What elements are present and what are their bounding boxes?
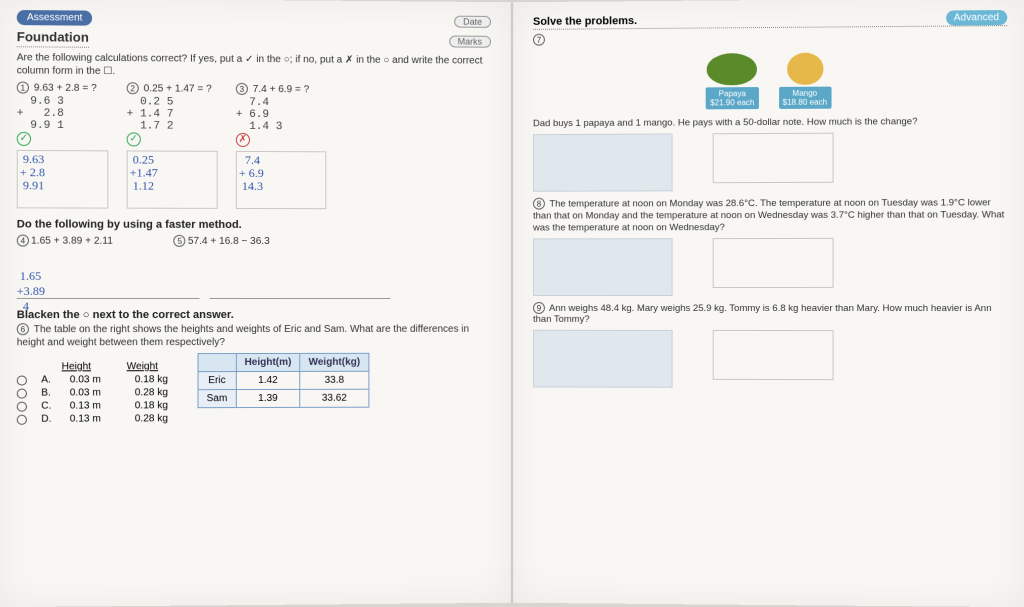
eric-h: 1.42 bbox=[236, 371, 300, 389]
hw-table: Height(m)Weight(kg) Eric1.4233.8 Sam1.39… bbox=[198, 353, 370, 408]
col-weight: Weight bbox=[127, 361, 178, 372]
qnum-3: 3 bbox=[236, 83, 248, 95]
q6-text: The table on the right shows the heights… bbox=[17, 324, 469, 348]
radio-b[interactable] bbox=[17, 388, 27, 398]
q1-text: 9.63 + 2.8 = ? bbox=[34, 83, 97, 94]
opt-c-w: 0.18 kg bbox=[135, 400, 168, 411]
q2-mark[interactable]: ✓ bbox=[127, 132, 141, 146]
problem-2: 2 0.25 + 1.47 = ? 0.2 5 + 1.4 7 1.7 2 ✓ … bbox=[127, 82, 218, 209]
opt-d-w: 0.28 kg bbox=[135, 413, 168, 424]
sam-h: 1.39 bbox=[236, 389, 300, 407]
q4-workline[interactable]: 1.65 +3.89 4 bbox=[17, 249, 200, 299]
q3-mark[interactable]: ✗ bbox=[236, 133, 250, 147]
q3-sum: 7.4 + 6.9 1.4 3 bbox=[236, 97, 326, 133]
mango-icon bbox=[787, 53, 823, 85]
q2-sum: 0.2 5 + 1.4 7 1.7 2 bbox=[127, 96, 218, 133]
opt-a-h: 0.03 m bbox=[70, 374, 121, 385]
q4-text: 1.65 + 3.89 + 2.11 bbox=[31, 236, 113, 247]
solve-title: Solve the problems. bbox=[533, 15, 637, 28]
left-header: Assessment Date bbox=[17, 10, 491, 29]
opt-a-w: 0.18 kg bbox=[135, 374, 168, 385]
qnum-5: 5 bbox=[174, 235, 186, 247]
opt-b-h: 0.03 m bbox=[70, 387, 121, 398]
option-c[interactable]: C.0.13 m0.18 kg bbox=[17, 400, 178, 412]
q2-text: 0.25 + 1.47 = ? bbox=[144, 83, 212, 94]
col-height: Height bbox=[62, 361, 113, 372]
mc-options: Height Weight A.0.03 m0.18 kg B.0.03 m0.… bbox=[17, 359, 178, 425]
fruits-row: Papaya$21.90 each Mango$18.80 each bbox=[533, 51, 1007, 110]
option-b[interactable]: B.0.03 m0.28 kg bbox=[17, 387, 178, 398]
radio-d[interactable] bbox=[17, 414, 27, 424]
eric-name: Eric bbox=[198, 372, 236, 390]
papaya: Papaya$21.90 each bbox=[706, 53, 758, 109]
qnum-7: 7 bbox=[533, 34, 545, 46]
assessment-tab: Assessment bbox=[17, 10, 93, 26]
option-a[interactable]: A.0.03 m0.18 kg bbox=[17, 374, 178, 385]
date-badge: Date bbox=[454, 15, 491, 27]
problem-3: 3 7.4 + 6.9 = ? 7.4 + 6.9 1.4 3 ✗ 7.4 + … bbox=[236, 83, 326, 209]
q1-handwriting[interactable]: 9.63 + 2.8 9.91 bbox=[17, 150, 109, 209]
eric-w: 33.8 bbox=[300, 371, 369, 389]
q5-workline[interactable] bbox=[210, 249, 391, 299]
q1-sum: 9.6 3 + 2.8 9.9 1 bbox=[17, 96, 109, 133]
q9-answer[interactable] bbox=[713, 330, 834, 380]
opt-b-w: 0.28 kg bbox=[135, 387, 168, 398]
q7-answer[interactable] bbox=[713, 133, 834, 184]
q2-handwriting[interactable]: 0.25 +1.47 1.12 bbox=[127, 150, 218, 208]
table-row: Sam1.3933.62 bbox=[198, 389, 369, 407]
sam-name: Sam bbox=[198, 390, 236, 408]
th-height: Height(m) bbox=[236, 353, 300, 371]
opt-c-h: 0.13 m bbox=[70, 400, 121, 411]
mango-price: $18.80 each bbox=[783, 98, 827, 107]
problems-row-2: 41.65 + 3.89 + 2.11 557.4 + 16.8 − 36.3 bbox=[17, 235, 491, 248]
left-page: Assessment Date Foundation Marks Are the… bbox=[0, 0, 512, 607]
qnum-2: 2 bbox=[127, 82, 139, 94]
q3-text: 7.4 + 6.9 = ? bbox=[253, 84, 309, 95]
q8-text: The temperature at noon on Monday was 28… bbox=[533, 197, 1004, 233]
q8-answer[interactable] bbox=[713, 237, 834, 287]
problem-1: 1 9.63 + 2.8 = ? 9.6 3 + 2.8 9.9 1 ✓ 9.6… bbox=[17, 81, 109, 208]
sam-w: 33.62 bbox=[300, 389, 369, 407]
radio-a[interactable] bbox=[17, 375, 27, 385]
qnum-4: 4 bbox=[17, 235, 29, 247]
q5-text: 57.4 + 16.8 − 36.3 bbox=[188, 236, 270, 247]
q7-workbox[interactable] bbox=[533, 133, 673, 191]
papaya-price: $21.90 each bbox=[710, 98, 754, 107]
faster-method-title: Do the following by using a faster metho… bbox=[17, 218, 491, 231]
instructions-text: Are the following calculations correct? … bbox=[17, 51, 491, 80]
qnum-1: 1 bbox=[17, 81, 29, 93]
qnum-6: 6 bbox=[17, 323, 29, 335]
papaya-icon bbox=[707, 53, 757, 85]
radio-c[interactable] bbox=[17, 401, 27, 411]
th-weight: Weight(kg) bbox=[300, 353, 369, 371]
q9-workbox[interactable] bbox=[533, 330, 673, 388]
right-page: Solve the problems. Advanced 7 Papaya$21… bbox=[512, 0, 1024, 607]
opt-d-h: 0.13 m bbox=[70, 413, 121, 424]
foundation-label: Foundation bbox=[17, 29, 89, 48]
marks-badge: Marks bbox=[449, 35, 491, 47]
mango-name: Mango bbox=[792, 89, 817, 98]
q9-text: Ann weighs 48.4 kg. Mary weighs 25.9 kg.… bbox=[533, 303, 992, 326]
papaya-name: Papaya bbox=[719, 89, 746, 98]
table-row: Eric1.4233.8 bbox=[198, 371, 369, 389]
q8-workbox[interactable] bbox=[533, 238, 673, 296]
problems-row-1: 1 9.63 + 2.8 = ? 9.6 3 + 2.8 9.9 1 ✓ 9.6… bbox=[17, 81, 491, 209]
mango: Mango$18.80 each bbox=[779, 53, 832, 109]
q3-handwriting[interactable]: 7.4 + 6.9 14.3 bbox=[236, 151, 326, 209]
q1-mark[interactable]: ✓ bbox=[17, 132, 31, 146]
blacken-title: Blacken the ○ next to the correct answer… bbox=[17, 309, 491, 321]
qnum-9: 9 bbox=[533, 302, 545, 314]
option-d[interactable]: D.0.13 m0.28 kg bbox=[17, 413, 178, 425]
th-blank bbox=[198, 354, 236, 372]
advanced-badge: Advanced bbox=[946, 10, 1008, 26]
qnum-8: 8 bbox=[533, 198, 545, 210]
